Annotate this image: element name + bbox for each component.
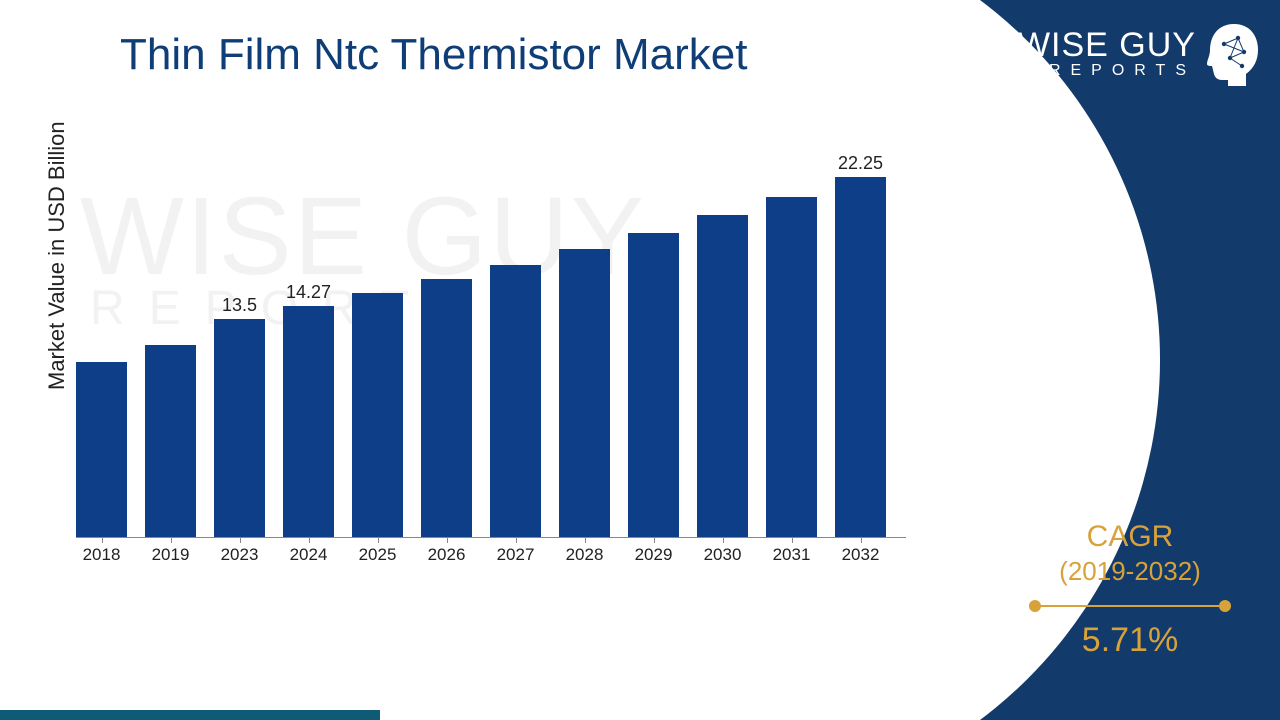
chart-title: Thin Film Ntc Thermistor Market <box>120 30 748 80</box>
x-tick-mark <box>309 537 310 543</box>
brand-main: WISE GUY <box>1018 28 1196 64</box>
cagr-block: CAGR (2019-2032) 5.71% <box>1010 520 1250 660</box>
bar <box>421 279 472 537</box>
bar <box>697 215 748 537</box>
bar-value-label: 14.27 <box>283 282 334 303</box>
x-tick-label: 2019 <box>145 545 196 565</box>
x-tick-mark <box>792 537 793 543</box>
x-tick-mark <box>654 537 655 543</box>
bar-slot: 13.52023 <box>214 319 265 537</box>
bar-slot: 2027 <box>490 265 541 537</box>
bar <box>76 362 127 537</box>
x-tick-label: 2031 <box>766 545 817 565</box>
bar-slot: 2028 <box>559 249 610 537</box>
x-tick-label: 2030 <box>697 545 748 565</box>
bar-value-label: 22.25 <box>835 153 886 174</box>
brand-sub: REPORTS <box>1018 63 1196 80</box>
y-axis-label: Market Value in USD Billion <box>44 121 70 390</box>
bar <box>628 233 679 537</box>
x-tick-mark <box>102 537 103 543</box>
bar-value-label: 13.5 <box>214 295 265 316</box>
x-tick-label: 2025 <box>352 545 403 565</box>
x-tick-mark <box>171 537 172 543</box>
brand-logo-text: WISE GUY REPORTS <box>1018 28 1196 80</box>
bar <box>835 177 886 537</box>
bar-slot: 2029 <box>628 233 679 537</box>
bar <box>145 345 196 537</box>
bar <box>766 197 817 537</box>
bar-slot: 2018 <box>76 362 127 537</box>
x-tick-mark <box>585 537 586 543</box>
bar <box>490 265 541 537</box>
bar-slot: 2025 <box>352 293 403 537</box>
x-tick-label: 2032 <box>835 545 886 565</box>
bar <box>283 306 334 537</box>
bar-slot: 2030 <box>697 215 748 537</box>
x-tick-mark <box>447 537 448 543</box>
cagr-value: 5.71% <box>1010 621 1250 660</box>
bar <box>352 293 403 537</box>
cagr-label: CAGR <box>1010 520 1250 554</box>
x-tick-label: 2024 <box>283 545 334 565</box>
x-tick-label: 2026 <box>421 545 472 565</box>
x-tick-mark <box>240 537 241 543</box>
head-profile-icon <box>1204 22 1260 86</box>
x-tick-mark <box>516 537 517 543</box>
bar-slot: 14.272024 <box>283 306 334 537</box>
bottom-accent-bar <box>0 710 380 720</box>
bar-slot: 22.252032 <box>835 177 886 537</box>
x-tick-label: 2028 <box>559 545 610 565</box>
bar <box>214 319 265 537</box>
bar-chart: 2018201913.5202314.272024202520262027202… <box>76 150 906 570</box>
x-tick-label: 2029 <box>628 545 679 565</box>
plot-area: 2018 2019 13.52023 14.272024 2025 2026 2027 202… <box>76 150 906 538</box>
x-tick-mark <box>378 537 379 543</box>
x-tick-mark <box>861 537 862 543</box>
bar <box>559 249 610 537</box>
x-tick-label: 2027 <box>490 545 541 565</box>
bar-slot: 2031 <box>766 197 817 537</box>
cagr-separator <box>1035 605 1225 607</box>
bar-slot: 2026 <box>421 279 472 537</box>
brand-logo: WISE GUY REPORTS <box>990 22 1260 86</box>
x-tick-mark <box>723 537 724 543</box>
x-tick-label: 2023 <box>214 545 265 565</box>
bar-slot: 2019 <box>145 345 196 537</box>
cagr-years: (2019-2032) <box>1010 556 1250 587</box>
x-tick-label: 2018 <box>76 545 127 565</box>
